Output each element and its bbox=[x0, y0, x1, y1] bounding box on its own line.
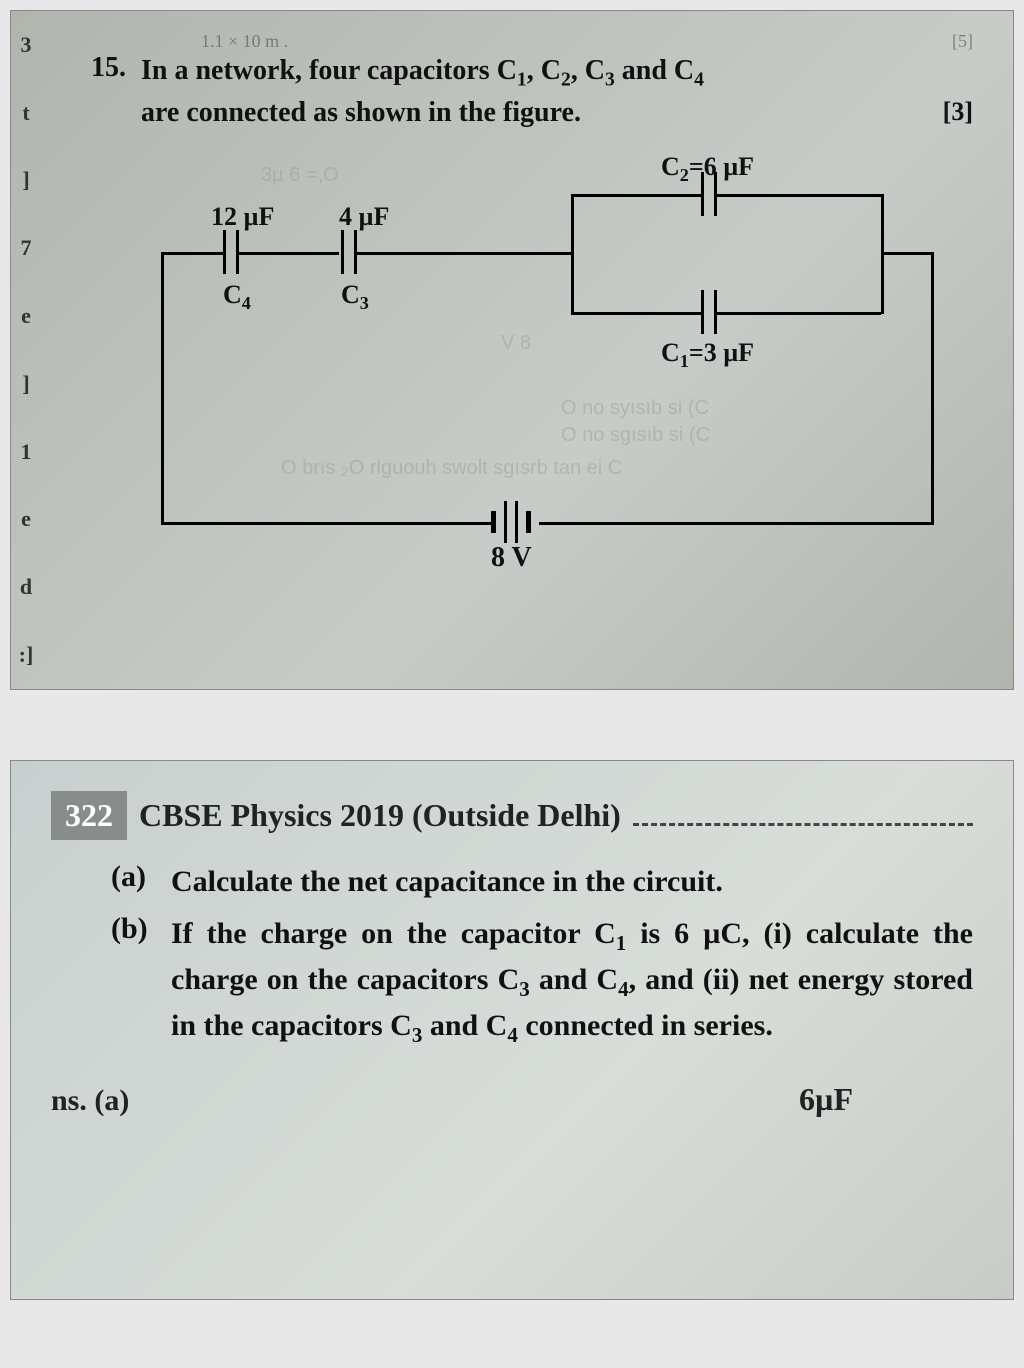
margin-char: :] bbox=[19, 642, 34, 668]
margin-char: t bbox=[22, 100, 29, 126]
top-page: 3 t ] 7 e ] 1 e d :] 1.1 × 10 m . [5] 15… bbox=[10, 10, 1014, 690]
ghost-text: O no sgısıb si (C bbox=[561, 424, 710, 447]
answer-prefix: ns. (a) bbox=[51, 1084, 129, 1118]
capacitor-c2 bbox=[701, 172, 717, 216]
question-text: In a network, four capacitors C1, C2, C3… bbox=[141, 52, 973, 132]
capacitor-c4 bbox=[223, 230, 239, 274]
margin-char: 7 bbox=[21, 235, 32, 261]
answer-value: 6µF bbox=[799, 1081, 853, 1118]
capacitor-c1 bbox=[701, 290, 717, 334]
left-margin-fragments: 3 t ] 7 e ] 1 e d :] bbox=[11, 11, 41, 689]
part-b-label: (b) bbox=[111, 912, 171, 1051]
margin-char: ] bbox=[22, 371, 29, 397]
margin-char: 3 bbox=[21, 32, 32, 58]
marks: [3] bbox=[943, 94, 973, 129]
part-b-text: If the charge on the capacitor C1 is 6 µ… bbox=[171, 912, 973, 1051]
margin-char: 1 bbox=[21, 439, 32, 465]
reference-title: CBSE Physics 2019 (Outside Delhi) bbox=[139, 797, 621, 834]
answer-row: ns. (a) 6µF bbox=[51, 1081, 973, 1118]
c3-value: 4 µF bbox=[339, 202, 389, 232]
ghost-text: O brıs ₂O rlguouh swolt sgısrb tan ei C bbox=[281, 457, 622, 480]
battery bbox=[491, 501, 531, 543]
crop-text-left: 1.1 × 10 m . bbox=[201, 31, 288, 52]
bottom-page: 322 CBSE Physics 2019 (Outside Delhi) (a… bbox=[10, 760, 1014, 1300]
part-b: (b) If the charge on the capacitor C1 is… bbox=[111, 912, 973, 1051]
dashed-divider bbox=[633, 823, 973, 826]
c3-name: C3 bbox=[341, 280, 369, 314]
c4-name: C4 bbox=[223, 280, 251, 314]
margin-char: e bbox=[21, 303, 31, 329]
question-row: 15. In a network, four capacitors C1, C2… bbox=[91, 52, 973, 132]
ghost-text: 3µ 6 =,O bbox=[261, 164, 339, 187]
c1-label: C1=3 µF bbox=[661, 338, 754, 372]
part-a-text: Calculate the net capacitance in the cir… bbox=[171, 860, 973, 904]
question-number: 15. bbox=[91, 52, 141, 132]
ghost-text: O no syısıb si (C bbox=[561, 397, 709, 420]
part-a-label: (a) bbox=[111, 860, 171, 904]
crop-text-right: [5] bbox=[952, 31, 973, 52]
margin-char: d bbox=[20, 574, 32, 600]
c4-value: 12 µF bbox=[211, 202, 274, 232]
circuit-diagram: 3µ 6 =,O C2=6 µF 12 µF 4 µF C4 C3 bbox=[141, 152, 933, 582]
margin-char: e bbox=[21, 506, 31, 532]
reference-bar: 322 CBSE Physics 2019 (Outside Delhi) bbox=[51, 791, 973, 840]
voltage-label: 8 V bbox=[491, 542, 532, 574]
capacitor-c3 bbox=[341, 230, 357, 274]
part-a: (a) Calculate the net capacitance in the… bbox=[111, 860, 973, 904]
margin-char: ] bbox=[22, 167, 29, 193]
ghost-text: V 8 bbox=[501, 332, 531, 355]
page-reference: 322 bbox=[51, 791, 127, 840]
